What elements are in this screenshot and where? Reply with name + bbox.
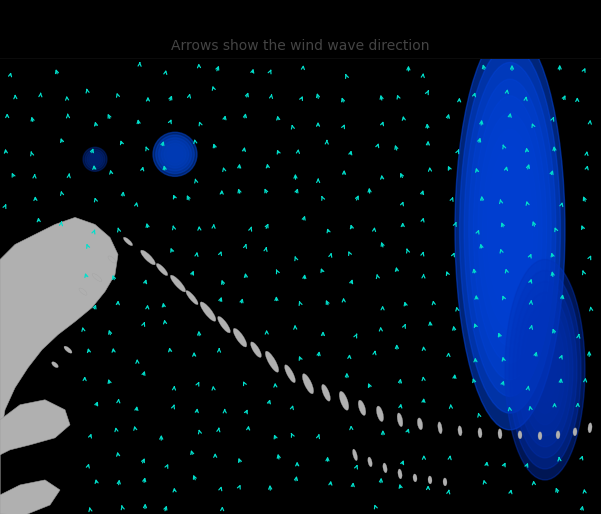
Ellipse shape xyxy=(455,29,565,430)
Ellipse shape xyxy=(458,426,462,436)
Ellipse shape xyxy=(483,129,537,329)
Ellipse shape xyxy=(438,422,442,434)
Ellipse shape xyxy=(513,282,577,458)
Ellipse shape xyxy=(52,362,58,368)
Text: Secondary Swell energy on Friday 21 Mar at 5am +11: Secondary Swell energy on Friday 21 Mar … xyxy=(56,9,545,27)
Ellipse shape xyxy=(428,476,432,484)
Ellipse shape xyxy=(518,431,522,439)
Ellipse shape xyxy=(556,431,560,439)
Ellipse shape xyxy=(588,423,592,433)
Ellipse shape xyxy=(159,138,192,171)
Ellipse shape xyxy=(525,315,565,425)
Ellipse shape xyxy=(156,263,168,276)
Ellipse shape xyxy=(397,413,403,427)
Ellipse shape xyxy=(573,428,577,436)
Ellipse shape xyxy=(398,469,402,479)
Polygon shape xyxy=(0,400,70,455)
Polygon shape xyxy=(0,217,118,514)
Ellipse shape xyxy=(464,62,556,396)
Ellipse shape xyxy=(164,143,186,166)
Ellipse shape xyxy=(141,250,156,265)
Ellipse shape xyxy=(218,316,230,333)
Ellipse shape xyxy=(417,418,423,430)
Ellipse shape xyxy=(87,151,103,168)
Ellipse shape xyxy=(89,153,101,166)
Ellipse shape xyxy=(478,113,542,346)
Ellipse shape xyxy=(413,474,417,482)
Ellipse shape xyxy=(353,449,358,461)
Ellipse shape xyxy=(322,384,331,401)
Ellipse shape xyxy=(460,46,560,413)
Ellipse shape xyxy=(170,275,186,292)
Ellipse shape xyxy=(368,457,372,467)
Ellipse shape xyxy=(478,428,482,438)
Ellipse shape xyxy=(79,288,87,295)
Ellipse shape xyxy=(233,328,247,347)
Ellipse shape xyxy=(285,365,295,383)
Text: Arrows show the wind wave direction: Arrows show the wind wave direction xyxy=(171,39,430,53)
Ellipse shape xyxy=(166,146,183,162)
Ellipse shape xyxy=(443,478,447,486)
Ellipse shape xyxy=(521,304,569,436)
Ellipse shape xyxy=(474,96,547,363)
Ellipse shape xyxy=(265,351,279,372)
Polygon shape xyxy=(0,480,60,514)
Ellipse shape xyxy=(487,146,533,313)
Ellipse shape xyxy=(302,374,314,394)
Ellipse shape xyxy=(339,391,349,410)
Ellipse shape xyxy=(492,162,528,296)
Ellipse shape xyxy=(64,346,72,353)
Ellipse shape xyxy=(161,140,189,168)
Ellipse shape xyxy=(200,302,216,321)
Ellipse shape xyxy=(108,256,116,263)
Ellipse shape xyxy=(383,463,387,473)
Ellipse shape xyxy=(153,132,197,176)
Ellipse shape xyxy=(92,273,102,282)
Ellipse shape xyxy=(509,270,581,469)
Ellipse shape xyxy=(251,342,261,358)
Ellipse shape xyxy=(83,148,107,171)
Ellipse shape xyxy=(376,406,383,421)
Ellipse shape xyxy=(498,429,502,439)
Ellipse shape xyxy=(85,149,105,169)
Ellipse shape xyxy=(156,135,194,174)
Ellipse shape xyxy=(358,400,366,415)
Ellipse shape xyxy=(505,260,585,480)
Ellipse shape xyxy=(529,326,561,414)
Ellipse shape xyxy=(123,237,133,246)
Ellipse shape xyxy=(538,432,542,440)
Ellipse shape xyxy=(186,290,198,305)
Ellipse shape xyxy=(517,292,573,447)
Ellipse shape xyxy=(469,79,551,380)
